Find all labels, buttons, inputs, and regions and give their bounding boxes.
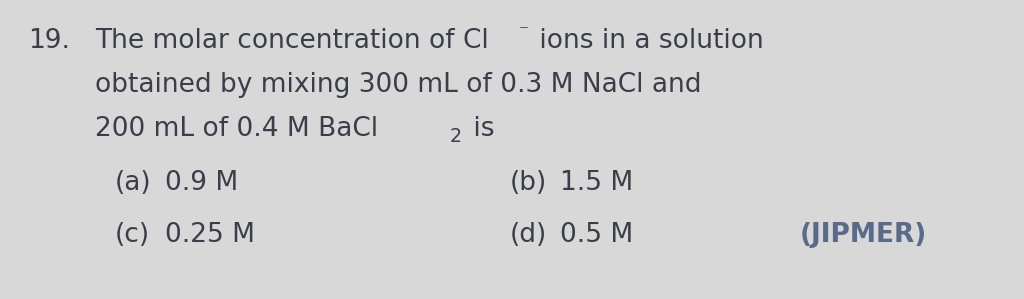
Text: (a): (a) bbox=[115, 170, 152, 196]
Text: ions in a solution: ions in a solution bbox=[531, 28, 764, 54]
Text: 19.: 19. bbox=[28, 28, 70, 54]
Text: (d): (d) bbox=[510, 222, 547, 248]
Text: 2: 2 bbox=[450, 127, 462, 146]
Text: (b): (b) bbox=[510, 170, 547, 196]
Text: ⁻: ⁻ bbox=[519, 22, 529, 41]
Text: obtained by mixing 300 mL of 0.3 M NaCl and: obtained by mixing 300 mL of 0.3 M NaCl … bbox=[95, 72, 701, 98]
Text: The molar concentration of Cl: The molar concentration of Cl bbox=[95, 28, 488, 54]
Text: 0.5 M: 0.5 M bbox=[560, 222, 633, 248]
Text: 200 mL of 0.4 M BaCl: 200 mL of 0.4 M BaCl bbox=[95, 116, 378, 142]
Text: (JIPMER): (JIPMER) bbox=[800, 222, 928, 248]
Text: 0.9 M: 0.9 M bbox=[165, 170, 239, 196]
Text: is: is bbox=[465, 116, 495, 142]
Text: 1.5 M: 1.5 M bbox=[560, 170, 633, 196]
Text: 0.25 M: 0.25 M bbox=[165, 222, 255, 248]
Text: (c): (c) bbox=[115, 222, 151, 248]
